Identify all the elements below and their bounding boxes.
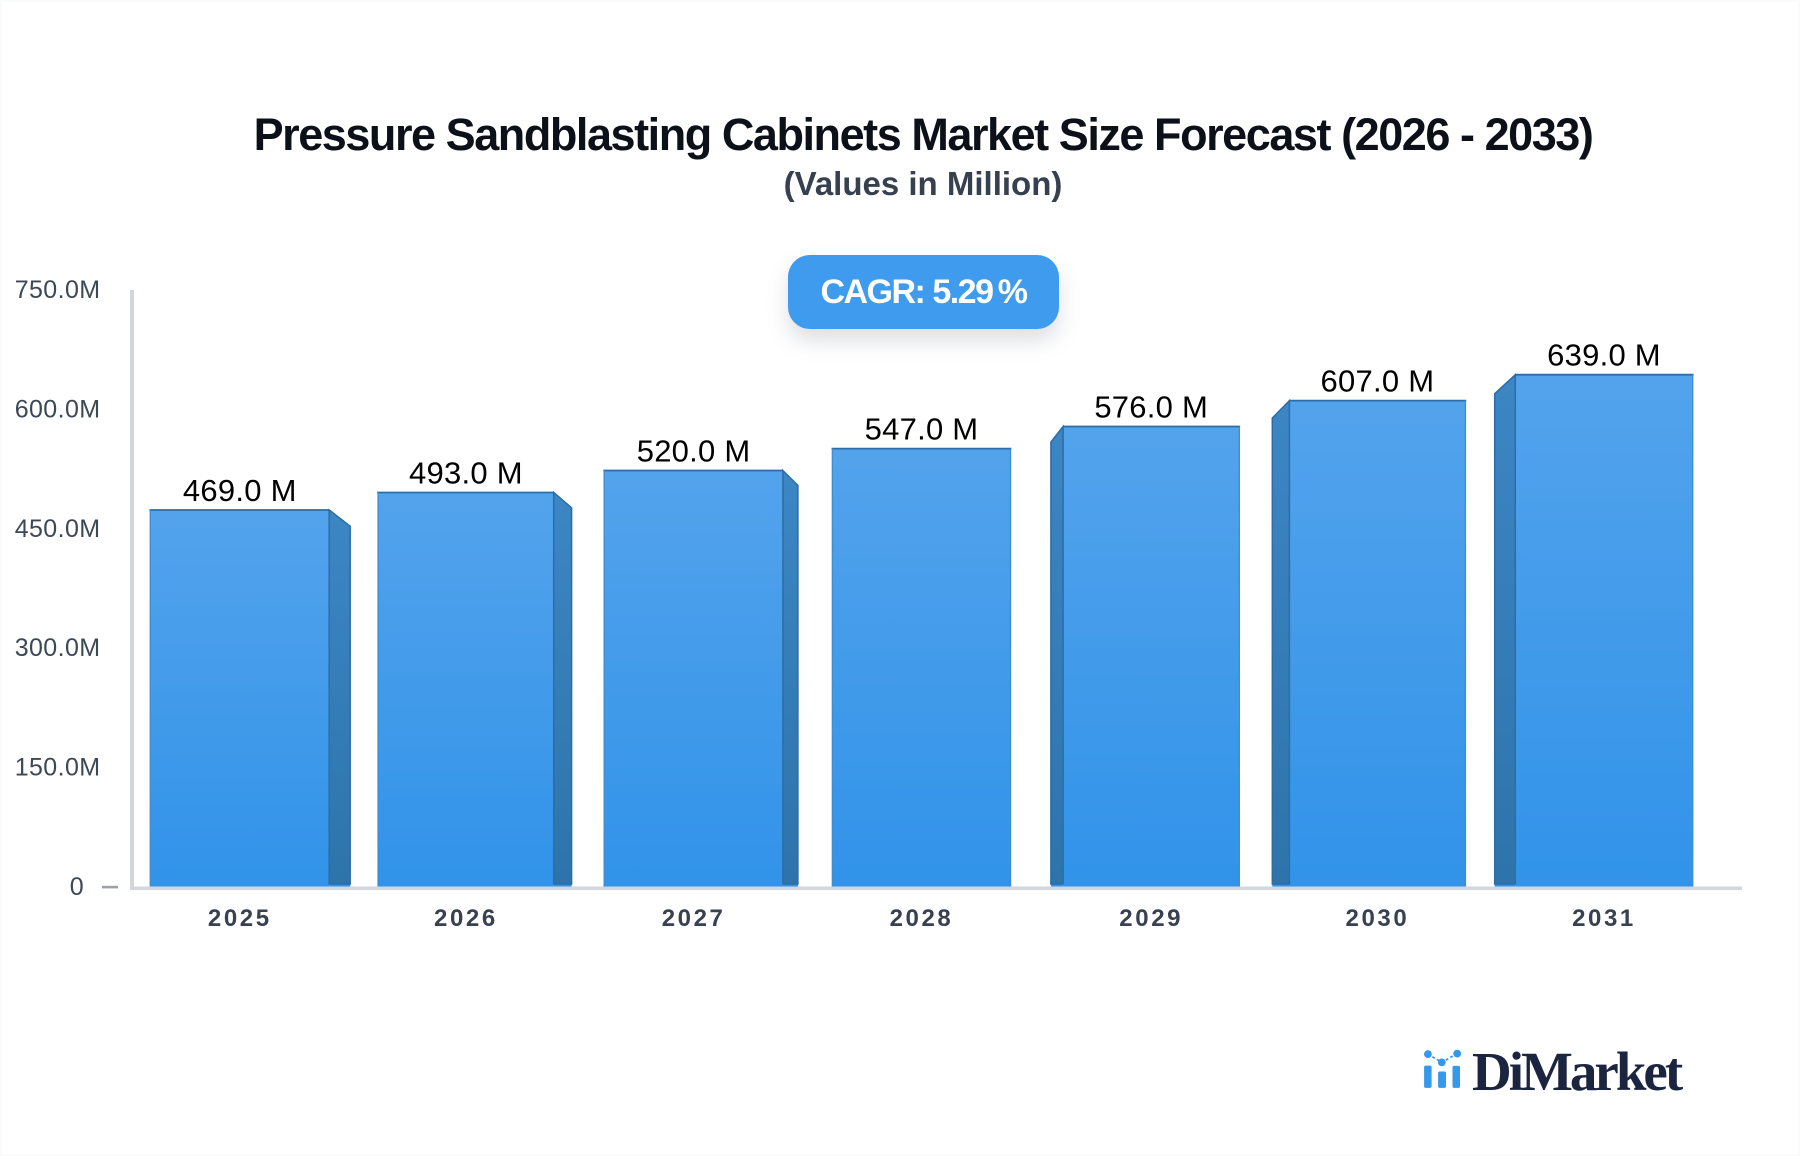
svg-text:2031: 2031 xyxy=(1572,905,1636,932)
svg-text:2025: 2025 xyxy=(208,905,272,932)
svg-text:520.0 M: 520.0 M xyxy=(637,434,751,469)
svg-text:576.0 M: 576.0 M xyxy=(1094,390,1208,425)
svg-text:2027: 2027 xyxy=(662,905,726,932)
svg-text:450.0M: 450.0M xyxy=(15,515,101,543)
svg-text:2029: 2029 xyxy=(1119,905,1183,932)
svg-text:493.0 M: 493.0 M xyxy=(409,456,523,491)
svg-text:600.0M: 600.0M xyxy=(15,395,101,423)
svg-text:639.0 M: 639.0 M xyxy=(1547,338,1661,373)
svg-text:150.0M: 150.0M xyxy=(15,754,101,782)
svg-text:2026: 2026 xyxy=(434,905,498,932)
svg-text:469.0 M: 469.0 M xyxy=(183,473,297,508)
svg-text:0: 0 xyxy=(70,873,84,901)
svg-text:2030: 2030 xyxy=(1346,905,1410,932)
svg-text:750.0M: 750.0M xyxy=(15,276,101,304)
svg-text:607.0 M: 607.0 M xyxy=(1321,364,1435,399)
svg-text:2028: 2028 xyxy=(890,905,954,932)
svg-text:300.0M: 300.0M xyxy=(15,634,101,662)
svg-text:547.0 M: 547.0 M xyxy=(865,412,979,447)
